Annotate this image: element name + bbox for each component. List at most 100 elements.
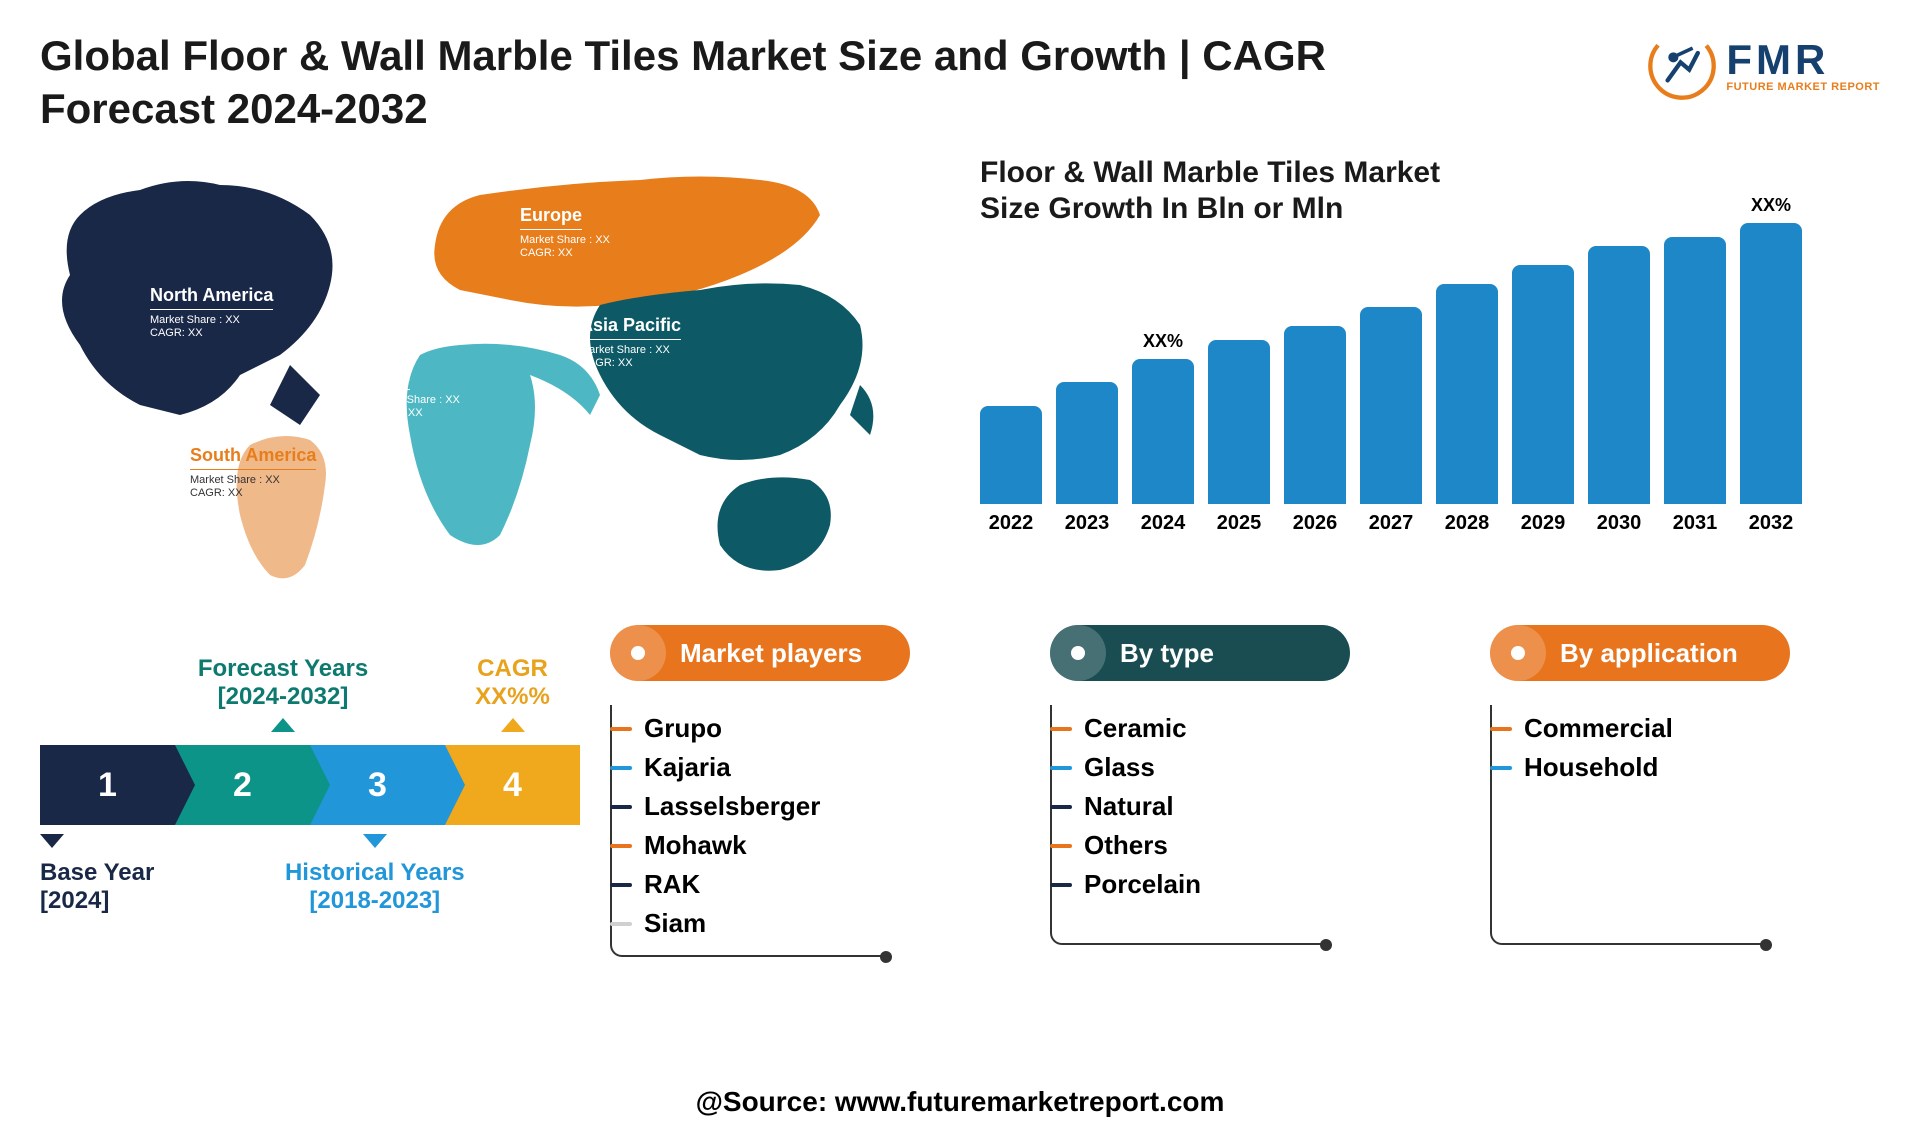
category-item-label: RAK [644, 869, 700, 900]
header: Global Floor & Wall Marble Tiles Market … [40, 30, 1880, 135]
year-label: 2029 [1521, 512, 1566, 535]
category-item: RAK [612, 865, 890, 904]
forecast-range-text: [2024-2032] [148, 683, 418, 711]
world-map: North AmericaMarket Share : XXCAGR: XX So… [40, 155, 940, 585]
tick-icon [610, 727, 632, 731]
category-item-label: Household [1524, 752, 1658, 783]
tick-icon [610, 883, 632, 887]
category-dot-icon [1490, 625, 1546, 681]
forecast-label-text: Forecast Years [148, 655, 418, 683]
hist-range-text: [2018-2023] [240, 887, 510, 915]
tick-icon [1050, 883, 1072, 887]
category-block: By application Commercial Household [1490, 625, 1880, 957]
bar-wrap: XX% 2032 [1740, 223, 1802, 535]
category-item: Others [1052, 826, 1330, 865]
tick-icon [610, 766, 632, 770]
categories-row: Market playersGrupoKajariaLasselsbergerM… [610, 625, 1880, 957]
bar-wrap: 2030 [1588, 246, 1650, 535]
bar-wrap: 2031 [1664, 237, 1726, 535]
bar [1208, 340, 1270, 504]
category-item: Kajaria [612, 748, 890, 787]
category-header: By type [1050, 625, 1350, 681]
year-label: 2025 [1217, 512, 1262, 535]
cagr-value-text: XX%% [445, 683, 580, 711]
category-dot-icon [610, 625, 666, 681]
year-label: 2023 [1065, 512, 1110, 535]
category-item: Ceramic [1052, 709, 1330, 748]
region-label: Asia PacificMarket Share : XXCAGR: XX [580, 315, 681, 370]
top-row: North AmericaMarket Share : XXCAGR: XX So… [40, 155, 1880, 585]
chevron-1: 1 [40, 745, 175, 825]
category-item-label: Grupo [644, 713, 722, 744]
category-item-label: Others [1084, 830, 1168, 861]
category-item: Siam [612, 904, 890, 943]
timeline-labels-top: Forecast Years [2024-2032] CAGR XX%% [40, 655, 580, 739]
category-item: Commercial [1492, 709, 1770, 748]
bar [1056, 382, 1118, 504]
cagr-label: CAGR XX%% [445, 655, 580, 739]
region-label: EuropeMarket Share : XXCAGR: XX [520, 205, 610, 260]
map-svg [40, 155, 940, 585]
base-value-text: [2024] [40, 887, 175, 915]
region-label: South AmericaMarket Share : XXCAGR: XX [190, 445, 316, 500]
bar: XX% [1740, 223, 1802, 504]
bar-wrap: XX%2024 [1132, 359, 1194, 535]
chevron-3: 3 [310, 745, 445, 825]
region-name: Europe [520, 205, 582, 230]
bar-wrap: 2029 [1512, 265, 1574, 535]
bar-wrap: 2023 [1056, 382, 1118, 535]
category-item-label: Mohawk [644, 830, 747, 861]
timeline-labels-bot: Base Year [2024] Historical Years [2018-… [40, 831, 580, 915]
category-item: Mohawk [612, 826, 890, 865]
bar-wrap: 2027 [1360, 307, 1422, 535]
region-label: North AmericaMarket Share : XXCAGR: XX [150, 285, 273, 340]
year-label: 2032 [1749, 512, 1794, 535]
region-share: Market Share : XX [150, 314, 273, 327]
bar-annotation: XX% [1751, 195, 1791, 216]
region-label: MEAMarket Share : XXCAGR: XX [370, 365, 460, 420]
mid-row: Forecast Years [2024-2032] CAGR XX%% 1 2… [40, 625, 1880, 957]
category-header: By application [1490, 625, 1790, 681]
logo-text: FMR FUTURE MARKET REPORT [1726, 39, 1880, 93]
bar [1360, 307, 1422, 504]
logo-sub: FUTURE MARKET REPORT [1726, 81, 1880, 93]
base-label: Base Year [2024] [40, 831, 175, 915]
region-share: Market Share : XX [370, 394, 460, 407]
region-name: Asia Pacific [580, 315, 681, 340]
region-share: Market Share : XX [520, 234, 610, 247]
tick-icon [610, 805, 632, 809]
category-item: Porcelain [1052, 865, 1330, 904]
bar [980, 406, 1042, 504]
bar-annotation: XX% [1143, 331, 1183, 352]
category-item: Natural [1052, 787, 1330, 826]
region-name: South America [190, 445, 316, 470]
category-item: Household [1492, 748, 1770, 787]
year-label: 2022 [989, 512, 1034, 535]
cagr-label-text: CAGR [445, 655, 580, 683]
region-cagr: CAGR: XX [150, 327, 273, 340]
tick-icon [1050, 727, 1072, 731]
source-text: @Source: www.futuremarketreport.com [696, 1086, 1225, 1118]
chart-title: Floor & Wall Marble Tiles Market Size Gr… [980, 155, 1460, 227]
year-label: 2026 [1293, 512, 1338, 535]
bar [1664, 237, 1726, 504]
category-header-text: Market players [666, 638, 862, 669]
category-item-label: Natural [1084, 791, 1174, 822]
arrow-up-icon [501, 718, 525, 732]
tick-icon [1490, 727, 1512, 731]
category-dot-icon [1050, 625, 1106, 681]
bar-wrap: 2028 [1436, 284, 1498, 535]
year-label: 2024 [1141, 512, 1186, 535]
category-header: Market players [610, 625, 910, 681]
tick-icon [610, 922, 632, 926]
category-item: Glass [1052, 748, 1330, 787]
category-list: Ceramic Glass Natural Others Porcelain [1050, 705, 1330, 945]
category-block: By type Ceramic Glass Natural Others Porcelai… [1050, 625, 1440, 957]
bar [1512, 265, 1574, 504]
page-title: Global Floor & Wall Marble Tiles Market … [40, 30, 1340, 135]
category-item-label: Ceramic [1084, 713, 1187, 744]
base-label-text: Base Year [40, 859, 175, 887]
bar-wrap: 2025 [1208, 340, 1270, 535]
category-item-label: Kajaria [644, 752, 731, 783]
chevron-2: 2 [175, 745, 310, 825]
